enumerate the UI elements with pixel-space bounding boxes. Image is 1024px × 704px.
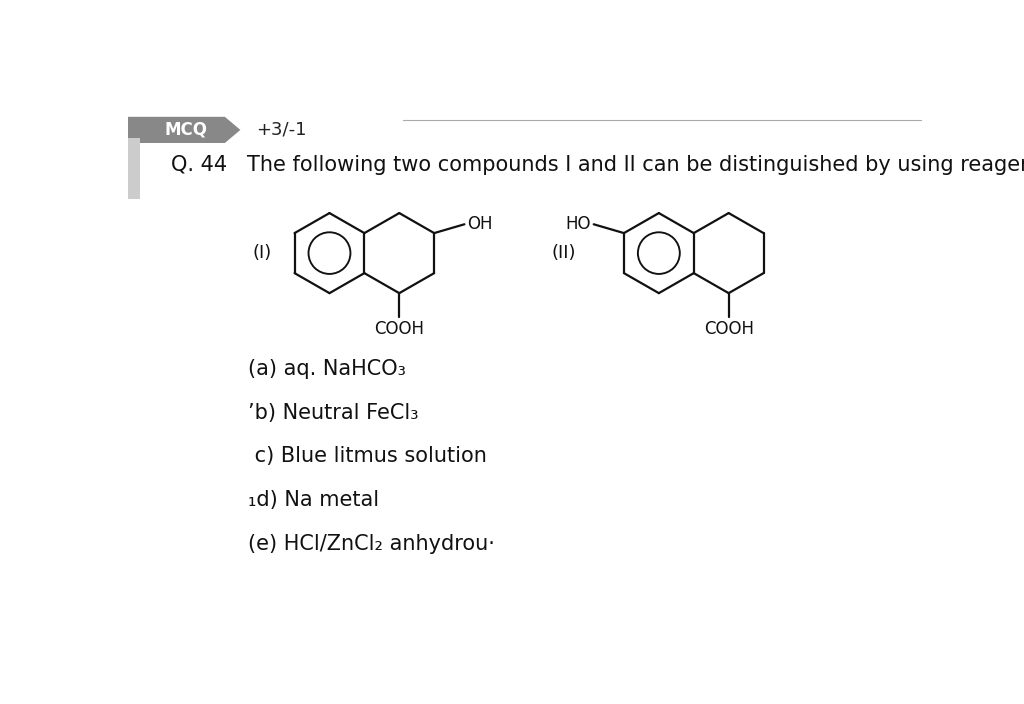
Text: MCQ: MCQ	[165, 121, 208, 139]
Text: ’b) Neutral FeCl₃: ’b) Neutral FeCl₃	[248, 403, 419, 422]
Text: (e) HCl/ZnCl₂ anhydrou·: (e) HCl/ZnCl₂ anhydrou·	[248, 534, 495, 554]
Text: (a) aq. NaHCO₃: (a) aq. NaHCO₃	[248, 358, 406, 379]
Text: (II): (II)	[552, 244, 575, 262]
Text: c) Blue litmus solution: c) Blue litmus solution	[248, 446, 487, 466]
Text: ₁d) Na metal: ₁d) Na metal	[248, 490, 379, 510]
Text: (I): (I)	[253, 244, 272, 262]
FancyBboxPatch shape	[128, 137, 140, 199]
Text: COOH: COOH	[703, 320, 754, 338]
Text: OH: OH	[468, 215, 493, 233]
Text: +3/-1: +3/-1	[256, 121, 306, 139]
Polygon shape	[128, 117, 241, 143]
Text: COOH: COOH	[375, 320, 424, 338]
Text: Q. 44   The following two compounds I and II can be distinguished by using reage: Q. 44 The following two compounds I and …	[171, 155, 1024, 175]
Text: HO: HO	[565, 215, 591, 233]
